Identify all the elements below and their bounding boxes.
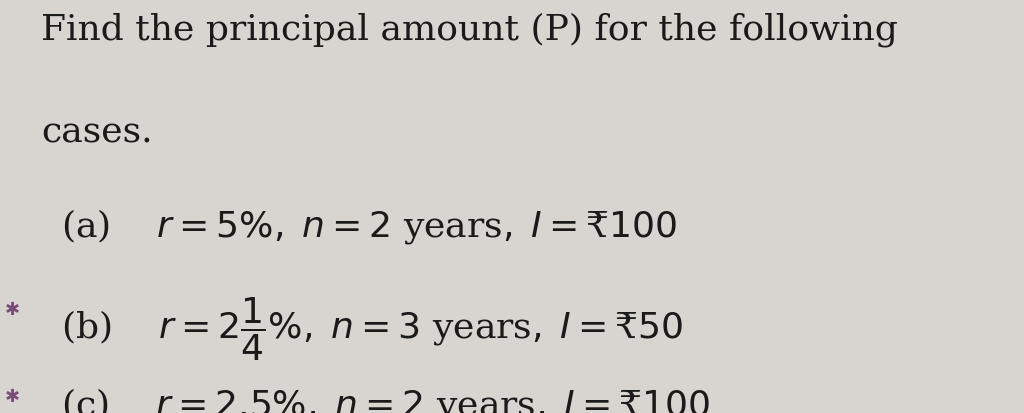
Text: (b)    $r = 2\dfrac{1}{4}\%,\; n = 3$ years$,\; I = $₹$50$: (b) $r = 2\dfrac{1}{4}\%,\; n = 3$ years… — [61, 295, 684, 363]
Text: cases.: cases. — [41, 116, 153, 150]
Text: ✱: ✱ — [5, 388, 20, 406]
Text: (c)    $r = 2.5\%,\; n = 2$ years$,\; I = $₹$100$: (c) $r = 2.5\%,\; n = 2$ years$,\; I = $… — [61, 386, 711, 413]
Text: Find the principal amount (P) for the following: Find the principal amount (P) for the fo… — [41, 12, 898, 47]
Text: (a)    $r = 5\%,\; n = 2$ years$,\; I = $₹$100$: (a) $r = 5\%,\; n = 2$ years$,\; I = $₹$… — [61, 206, 678, 245]
Text: ✱: ✱ — [5, 301, 20, 320]
